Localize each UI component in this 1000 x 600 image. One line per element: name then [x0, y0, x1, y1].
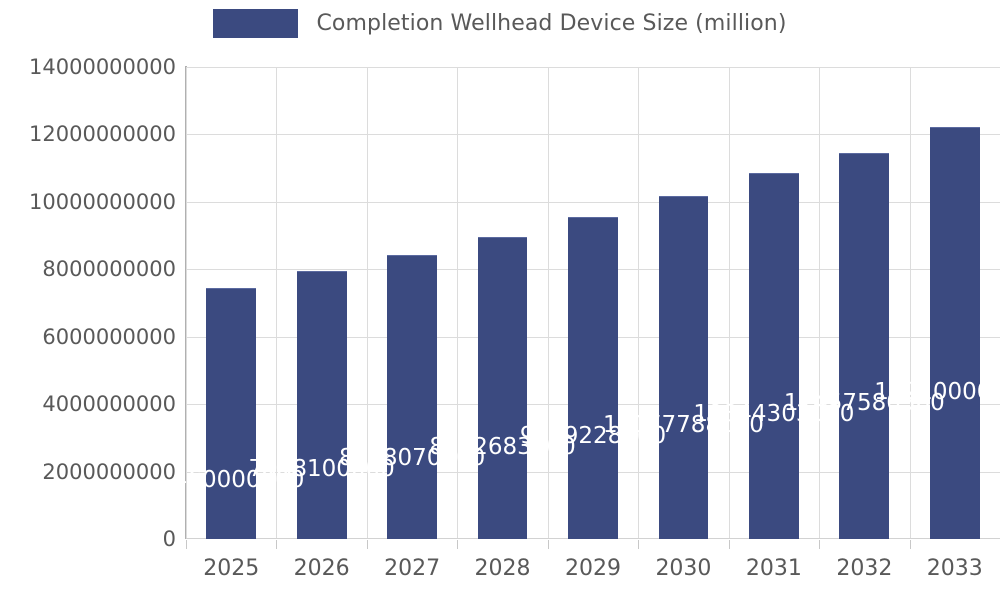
y-axis-tick-label: 12000000000	[29, 122, 176, 147]
gridline-vertical	[186, 67, 187, 539]
gridline-vertical	[819, 67, 820, 539]
bar[interactable]	[839, 152, 890, 539]
x-axis-tick-label: 2033	[926, 556, 983, 581]
bar[interactable]	[929, 127, 980, 539]
x-axis-tick-label: 2028	[474, 556, 531, 581]
x-axis-tick-mark	[367, 540, 368, 549]
bar[interactable]	[387, 254, 437, 539]
x-axis-tick-label: 2029	[565, 556, 621, 581]
gridline-horizontal	[186, 134, 1000, 136]
y-axis-tick-label: 0	[162, 527, 176, 551]
x-axis-tick-label: 2031	[745, 556, 802, 581]
y-axis-tick-label: 6000000000	[42, 324, 176, 349]
y-axis-tick-label: 10000000000	[29, 189, 176, 214]
y-axis-tick-label: 2000000000	[42, 459, 176, 484]
chart-legend: Completion Wellhead Device Size (million…	[0, 0, 1000, 46]
bar[interactable]	[749, 173, 799, 539]
legend-label: Completion Wellhead Device Size (million…	[316, 10, 787, 36]
x-axis-tick-mark	[548, 540, 549, 549]
x-axis-tick-label: 2026	[293, 556, 350, 581]
x-axis-tick-mark	[186, 540, 187, 549]
gridline-horizontal	[186, 67, 1000, 68]
x-axis-tick-label: 2025	[203, 556, 260, 581]
gridline-vertical	[457, 67, 458, 539]
gridline-vertical	[367, 67, 368, 539]
x-axis-tick-label: 2032	[836, 556, 893, 581]
x-axis-tick-mark	[819, 540, 820, 549]
gridline-vertical	[548, 67, 549, 539]
x-axis-tick-mark	[276, 540, 277, 549]
x-axis-tick-mark	[638, 540, 639, 549]
y-axis-tick-label: 8000000000	[42, 257, 176, 282]
x-axis-tick-mark	[729, 540, 730, 549]
gridline-vertical	[638, 67, 639, 539]
gridline-vertical	[276, 67, 277, 539]
y-axis-tick-label: 4000000000	[42, 392, 176, 417]
bar[interactable]	[568, 217, 618, 539]
x-axis-tick-mark	[910, 540, 911, 549]
bar[interactable]	[296, 271, 347, 539]
gridline-horizontal	[186, 201, 1000, 203]
y-axis-tick-label: 14000000000	[29, 55, 176, 79]
x-axis-tick-label: 2027	[384, 556, 441, 581]
plot-area: 7460000000 7938100000 8428070000 8972683500…	[158, 66, 1000, 539]
x-axis-tick-label: 2030	[655, 556, 712, 581]
x-axis-tick-mark	[457, 540, 458, 549]
gridline-vertical	[910, 67, 911, 539]
legend-item[interactable]: Completion Wellhead Device Size (million…	[213, 8, 787, 38]
gridline-vertical	[729, 67, 730, 539]
bar[interactable]	[206, 287, 257, 539]
bar[interactable]	[477, 236, 528, 539]
bar[interactable]	[658, 195, 709, 539]
legend-color-swatch	[213, 8, 299, 38]
